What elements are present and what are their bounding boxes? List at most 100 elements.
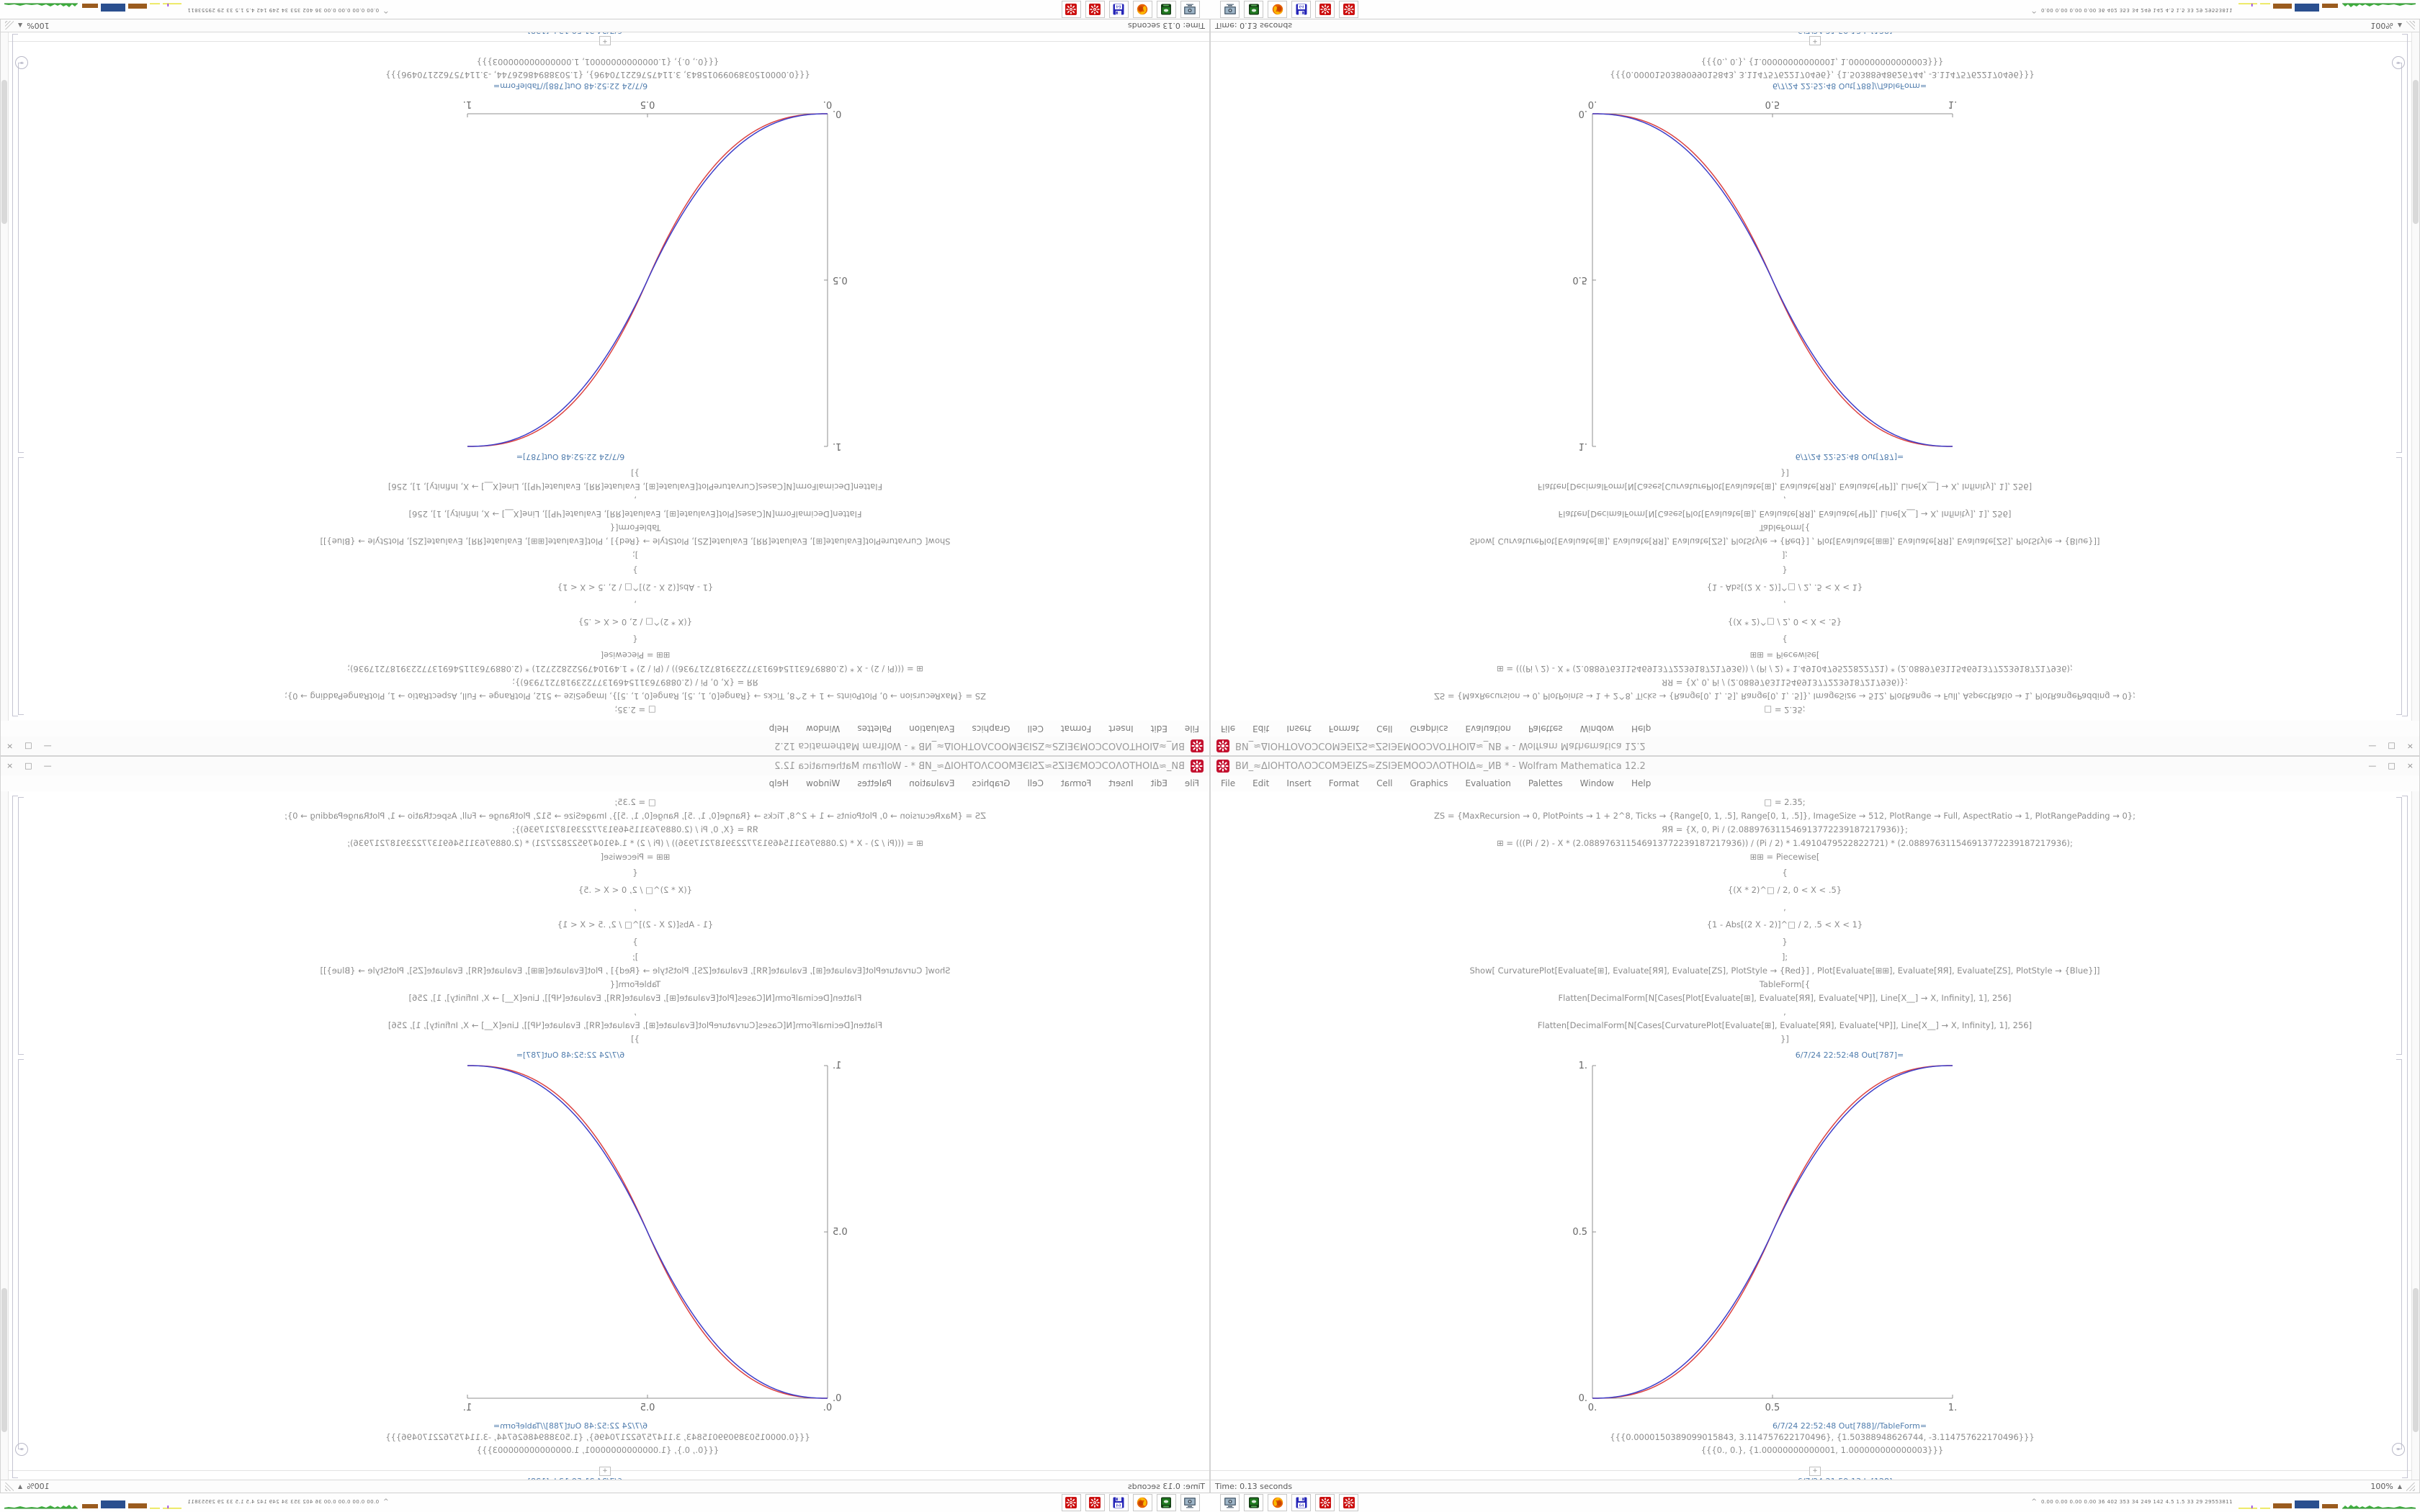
insert-cell-button[interactable]: + bbox=[599, 1467, 611, 1476]
resize-grip-icon[interactable] bbox=[2406, 21, 2415, 30]
zoom-arrow-icon[interactable]: ▲ bbox=[2397, 22, 2402, 29]
menu-item[interactable]: Palettes bbox=[1528, 778, 1563, 788]
menu-item[interactable]: Cell bbox=[1376, 778, 1393, 788]
minimize-button[interactable]: — bbox=[2368, 742, 2377, 751]
insert-cell-button[interactable]: + bbox=[599, 36, 611, 45]
screenshot-tool-icon[interactable] bbox=[1220, 1494, 1240, 1511]
menu-item[interactable]: Evaluation bbox=[1465, 724, 1511, 734]
resize-grip-icon[interactable] bbox=[5, 1482, 14, 1491]
menu-item[interactable]: Graphics bbox=[1410, 724, 1448, 734]
firefox-icon[interactable] bbox=[1133, 1494, 1152, 1511]
firefox-icon[interactable] bbox=[1268, 1, 1287, 18]
cell-bracket-input[interactable] bbox=[18, 797, 24, 1055]
minimize-button[interactable]: — bbox=[2368, 761, 2377, 770]
resize-grip-icon[interactable] bbox=[2406, 1482, 2415, 1491]
scrollbar[interactable] bbox=[2411, 791, 2419, 1480]
menu-item[interactable]: Format bbox=[1328, 724, 1360, 734]
menu-item[interactable]: Help bbox=[768, 778, 789, 788]
scroll-more-icon[interactable]: » bbox=[15, 1443, 28, 1456]
menu-item[interactable]: Palettes bbox=[857, 724, 892, 734]
collapse-chevron-icon[interactable]: ^ bbox=[2031, 1498, 2037, 1506]
scrollbar-thumb[interactable] bbox=[2413, 1288, 2419, 1432]
floppy-save-icon[interactable]: 64 bbox=[1109, 1494, 1129, 1511]
cell-bracket-input[interactable] bbox=[2396, 797, 2402, 1055]
scrollbar-thumb[interactable] bbox=[1, 80, 7, 224]
cell-bracket-group[interactable] bbox=[12, 796, 18, 1478]
cell-bracket-output[interactable] bbox=[2396, 63, 2402, 453]
gear-icon[interactable] bbox=[1062, 1494, 1081, 1511]
menu-item[interactable]: Graphics bbox=[1410, 778, 1448, 788]
menu-item[interactable]: Evaluation bbox=[1465, 778, 1511, 788]
menu-item[interactable]: Window bbox=[1579, 724, 1614, 734]
cell-bracket-group[interactable] bbox=[2402, 34, 2408, 716]
firefox-icon[interactable] bbox=[1268, 1494, 1287, 1511]
terminal-icon[interactable] bbox=[1157, 1494, 1176, 1511]
minimize-button[interactable]: — bbox=[43, 742, 52, 751]
menu-item[interactable]: Insert bbox=[1286, 778, 1312, 788]
gear-icon[interactable] bbox=[1339, 1, 1358, 18]
window-titlebar[interactable]: ΒИ_≈ΔΙΟΗΤΟΛΟƆCOMЭΕΙΖS≈ΖSΙЭΕΜΟΟƆΛΟΤΗΟΙΔ≈_… bbox=[1211, 737, 2419, 755]
zoom-arrow-icon[interactable]: ▲ bbox=[2397, 1483, 2402, 1490]
menu-item[interactable]: Palettes bbox=[857, 778, 892, 788]
cell-bracket-input[interactable] bbox=[18, 457, 24, 715]
terminal-icon[interactable] bbox=[1244, 1, 1263, 18]
zoom-level[interactable]: 100% bbox=[2370, 1482, 2393, 1491]
cell-bracket-input[interactable] bbox=[2396, 457, 2402, 715]
close-button[interactable]: × bbox=[6, 742, 14, 751]
insert-cell-button[interactable]: + bbox=[1809, 36, 1821, 45]
menu-item[interactable]: Graphics bbox=[972, 724, 1010, 734]
zoom-arrow-icon[interactable]: ▲ bbox=[18, 22, 23, 29]
terminal-icon[interactable] bbox=[1244, 1494, 1263, 1511]
cell-bracket-output[interactable] bbox=[18, 1059, 24, 1449]
maximize-button[interactable]: □ bbox=[24, 761, 32, 770]
close-button[interactable]: × bbox=[2406, 761, 2414, 770]
scrollbar-thumb[interactable] bbox=[2413, 80, 2419, 224]
menu-item[interactable]: File bbox=[1184, 724, 1199, 734]
menu-item[interactable]: Help bbox=[768, 724, 789, 734]
insert-cell-button[interactable]: + bbox=[1809, 1467, 1821, 1476]
menu-item[interactable]: Format bbox=[1060, 778, 1092, 788]
menu-item[interactable]: Cell bbox=[1027, 724, 1044, 734]
minimize-button[interactable]: — bbox=[43, 761, 52, 770]
cell-bracket-group[interactable] bbox=[2402, 796, 2408, 1478]
zoom-arrow-icon[interactable]: ▲ bbox=[18, 1483, 23, 1490]
menu-item[interactable]: Evaluation bbox=[909, 778, 955, 788]
cell-bracket-output[interactable] bbox=[2396, 1059, 2402, 1449]
scroll-more-icon[interactable]: » bbox=[15, 56, 28, 69]
resize-grip-icon[interactable] bbox=[5, 21, 14, 30]
gear-icon[interactable] bbox=[1315, 1494, 1335, 1511]
gear-icon[interactable] bbox=[1085, 1494, 1105, 1511]
menu-item[interactable]: Edit bbox=[1252, 724, 1270, 734]
gear-icon[interactable] bbox=[1315, 1, 1335, 18]
maximize-button[interactable]: □ bbox=[24, 742, 32, 751]
scroll-more-icon[interactable]: » bbox=[2392, 1443, 2405, 1456]
notebook-area[interactable]: □ = 2.35; ΖS = {MaxRecursion → 0, PlotPoi… bbox=[1, 32, 1209, 721]
terminal-icon[interactable] bbox=[1157, 1, 1176, 18]
menu-item[interactable]: Edit bbox=[1150, 778, 1168, 788]
scrollbar[interactable] bbox=[1, 32, 9, 721]
close-button[interactable]: × bbox=[2406, 742, 2414, 751]
menu-item[interactable]: Window bbox=[806, 724, 841, 734]
menu-item[interactable]: Window bbox=[806, 778, 841, 788]
menu-item[interactable]: Palettes bbox=[1528, 724, 1563, 734]
menu-item[interactable]: Cell bbox=[1027, 778, 1044, 788]
close-button[interactable]: × bbox=[6, 761, 14, 770]
maximize-button[interactable]: □ bbox=[2388, 742, 2396, 751]
menu-item[interactable]: Help bbox=[1631, 778, 1652, 788]
scrollbar[interactable] bbox=[1, 791, 9, 1480]
floppy-save-icon[interactable]: 64 bbox=[1291, 1494, 1311, 1511]
menu-item[interactable]: File bbox=[1221, 778, 1236, 788]
maximize-button[interactable]: □ bbox=[2388, 761, 2396, 770]
floppy-save-icon[interactable]: 64 bbox=[1291, 1, 1311, 18]
window-titlebar[interactable]: ΒИ_≈ΔΙΟΗΤΟΛΟƆCOMЭΕΙΖS≈ΖSΙЭΕΜΟΟƆΛΟΤΗΟΙΔ≈_… bbox=[1, 757, 1209, 775]
gear-icon[interactable] bbox=[1085, 1, 1105, 18]
menu-item[interactable]: Insert bbox=[1108, 724, 1134, 734]
menu-item[interactable]: File bbox=[1184, 778, 1199, 788]
menu-item[interactable]: Insert bbox=[1108, 778, 1134, 788]
scroll-more-icon[interactable]: » bbox=[2392, 56, 2405, 69]
window-titlebar[interactable]: ΒИ_≈ΔΙΟΗΤΟΛΟƆCOMЭΕΙΖS≈ΖSΙЭΕΜΟΟƆΛΟΤΗΟΙΔ≈_… bbox=[1, 737, 1209, 755]
window-titlebar[interactable]: ΒИ_≈ΔΙΟΗΤΟΛΟƆCOMЭΕΙΖS≈ΖSΙЭΕΜΟΟƆΛΟΤΗΟΙΔ≈_… bbox=[1211, 757, 2419, 775]
menu-item[interactable]: Edit bbox=[1252, 778, 1270, 788]
notebook-area[interactable]: □ = 2.35; ΖS = {MaxRecursion → 0, PlotPoi… bbox=[1, 791, 1209, 1480]
cell-bracket-group[interactable] bbox=[12, 34, 18, 716]
